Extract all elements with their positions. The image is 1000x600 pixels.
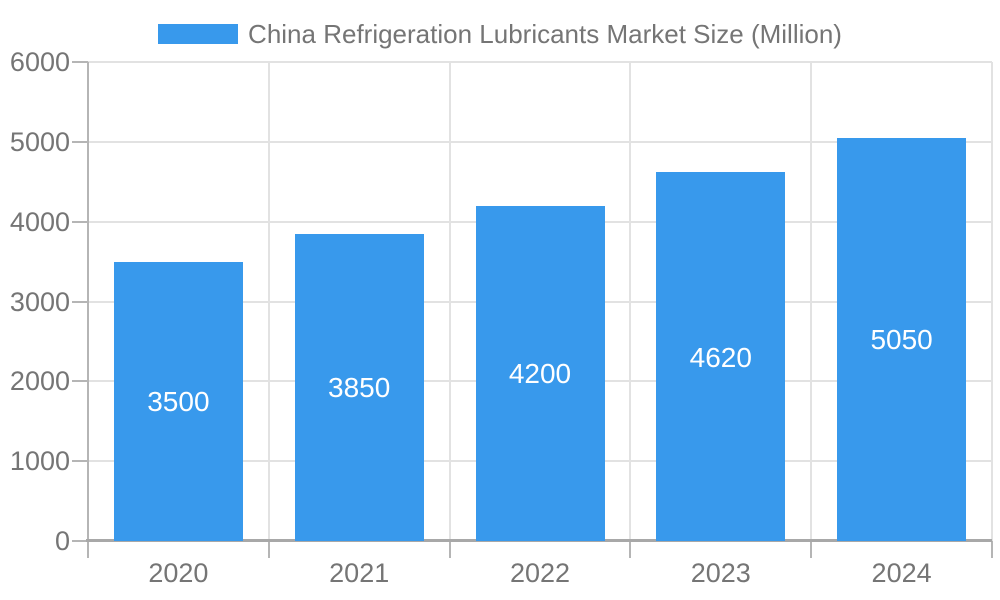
y-axis-label: 5000	[9, 126, 70, 157]
y-axis-label: 1000	[9, 446, 70, 477]
x-axis-tick	[448, 541, 451, 558]
bar[interactable]: 3500	[113, 261, 243, 541]
x-axis-tick	[810, 541, 813, 558]
y-axis-tick	[72, 460, 88, 463]
legend-swatch[interactable]	[158, 24, 239, 44]
y-axis-tick	[72, 380, 88, 383]
x-axis-label: 2024	[871, 558, 932, 588]
gridline-vertical	[448, 62, 451, 541]
bar-value-label: 4620	[689, 341, 752, 373]
gridline-vertical	[810, 62, 813, 541]
legend[interactable]: China Refrigeration Lubricants Market Si…	[0, 19, 1000, 49]
bar[interactable]: 4200	[475, 205, 605, 541]
x-axis-tick	[87, 541, 89, 558]
x-axis-label: 2022	[509, 558, 571, 588]
bar-value-label: 3850	[328, 372, 391, 404]
bar[interactable]: 3850	[294, 233, 424, 541]
x-axis-label: 2021	[329, 558, 390, 588]
y-axis-label: 0	[54, 526, 70, 556]
bar-value-label: 4200	[508, 358, 572, 390]
y-axis-label: 3000	[9, 286, 70, 317]
gridline-horizontal	[88, 140, 992, 143]
y-axis-tick	[72, 61, 88, 63]
gridline-vertical	[629, 62, 632, 541]
y-axis-label: 6000	[9, 47, 70, 77]
gridline-horizontal	[88, 61, 992, 63]
bar-value-label: 5050	[870, 324, 933, 356]
x-axis-tick	[991, 541, 993, 558]
y-axis-tick	[72, 300, 88, 303]
y-axis-line	[87, 62, 89, 541]
legend-label[interactable]: China Refrigeration Lubricants Market Si…	[248, 19, 842, 49]
y-axis-label: 2000	[9, 366, 70, 397]
x-axis-label: 2020	[148, 558, 209, 588]
gridline-vertical	[991, 62, 993, 541]
bar[interactable]: 5050	[837, 137, 967, 541]
y-axis-tick	[72, 140, 88, 143]
y-axis-label: 4000	[9, 206, 70, 237]
x-axis-tick	[629, 541, 632, 558]
bar-value-label: 3500	[147, 386, 210, 418]
x-axis-label: 2023	[690, 558, 751, 588]
y-axis-tick	[72, 540, 88, 542]
bar[interactable]: 4620	[656, 172, 786, 541]
y-axis-tick	[72, 220, 88, 223]
gridline-vertical	[267, 62, 270, 541]
x-axis-tick	[267, 541, 270, 558]
